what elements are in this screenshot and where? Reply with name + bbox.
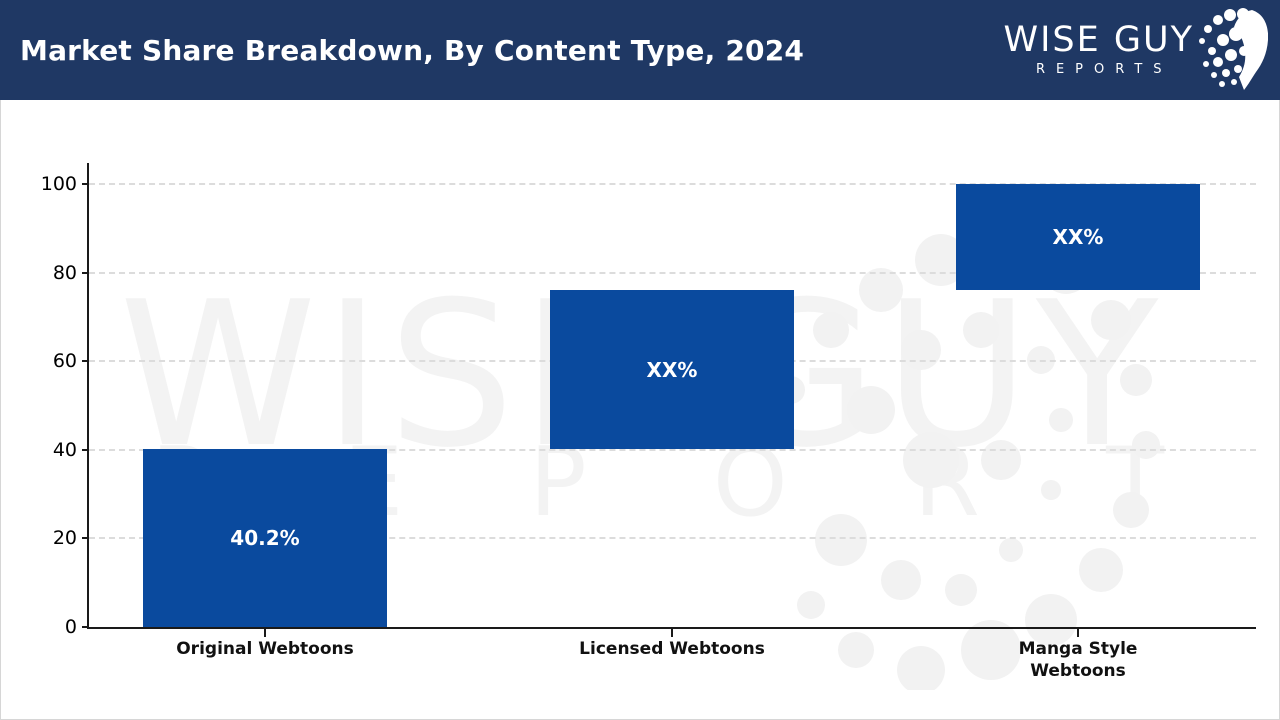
logo-wordmark: WISE GUY [1003, 20, 1194, 60]
y-tick-mark [82, 537, 89, 540]
x-category-label: Manga Style Webtoons [1018, 639, 1138, 682]
y-tick-label: 60 [52, 350, 77, 373]
x-tick-mark [671, 629, 673, 637]
logo-text: WISE GUY REPORTS [1003, 20, 1194, 78]
bar-chart: 0 20 40 60 80 100 40.2% Original Webtoons XX% Lic… [1, 100, 1279, 719]
chart-title: Market Share Breakdown, By Content Type,… [20, 33, 805, 67]
y-tick-mark [82, 626, 89, 628]
y-tick-mark [82, 360, 89, 363]
bar-0: 40.2% [143, 448, 387, 627]
x-tick-mark [264, 629, 266, 637]
y-tick-label: 80 [52, 261, 77, 284]
y-tick-label: 100 [40, 173, 77, 195]
x-category-label: Licensed Webtoons [579, 639, 765, 659]
logo-face-icon [1199, 8, 1268, 90]
y-tick-mark [82, 183, 89, 185]
bar-value-label: XX% [1052, 225, 1104, 250]
header: Market Share Breakdown, By Content Type,… [0, 0, 1280, 100]
bar-value-label: XX% [646, 357, 698, 382]
y-axis [87, 163, 89, 629]
x-tick-mark [1077, 629, 1079, 637]
y-tick-label: 20 [52, 527, 77, 550]
x-axis [89, 627, 1256, 629]
y-tick-label: 0 [64, 616, 77, 638]
wise-guy-logo: WISE GUY REPORTS [1003, 7, 1268, 93]
x-category-label: Original Webtoons [176, 639, 354, 659]
bar-2: XX% [956, 184, 1200, 291]
y-tick-mark [82, 448, 89, 451]
y-tick-label: 40 [52, 438, 77, 461]
bar-value-label: 40.2% [230, 525, 300, 550]
gridline-40 [89, 448, 1256, 451]
gridline-80 [89, 271, 1256, 274]
gridline-20 [89, 537, 1256, 540]
chart-area: WISE GUY R E P O R T S 0 20 40 60 80 100 40.2%… [0, 100, 1280, 720]
bar-1: XX% [550, 290, 794, 449]
y-tick-mark [82, 271, 89, 274]
gridline-100 [89, 183, 1256, 185]
logo-subtext: REPORTS [1035, 62, 1173, 77]
